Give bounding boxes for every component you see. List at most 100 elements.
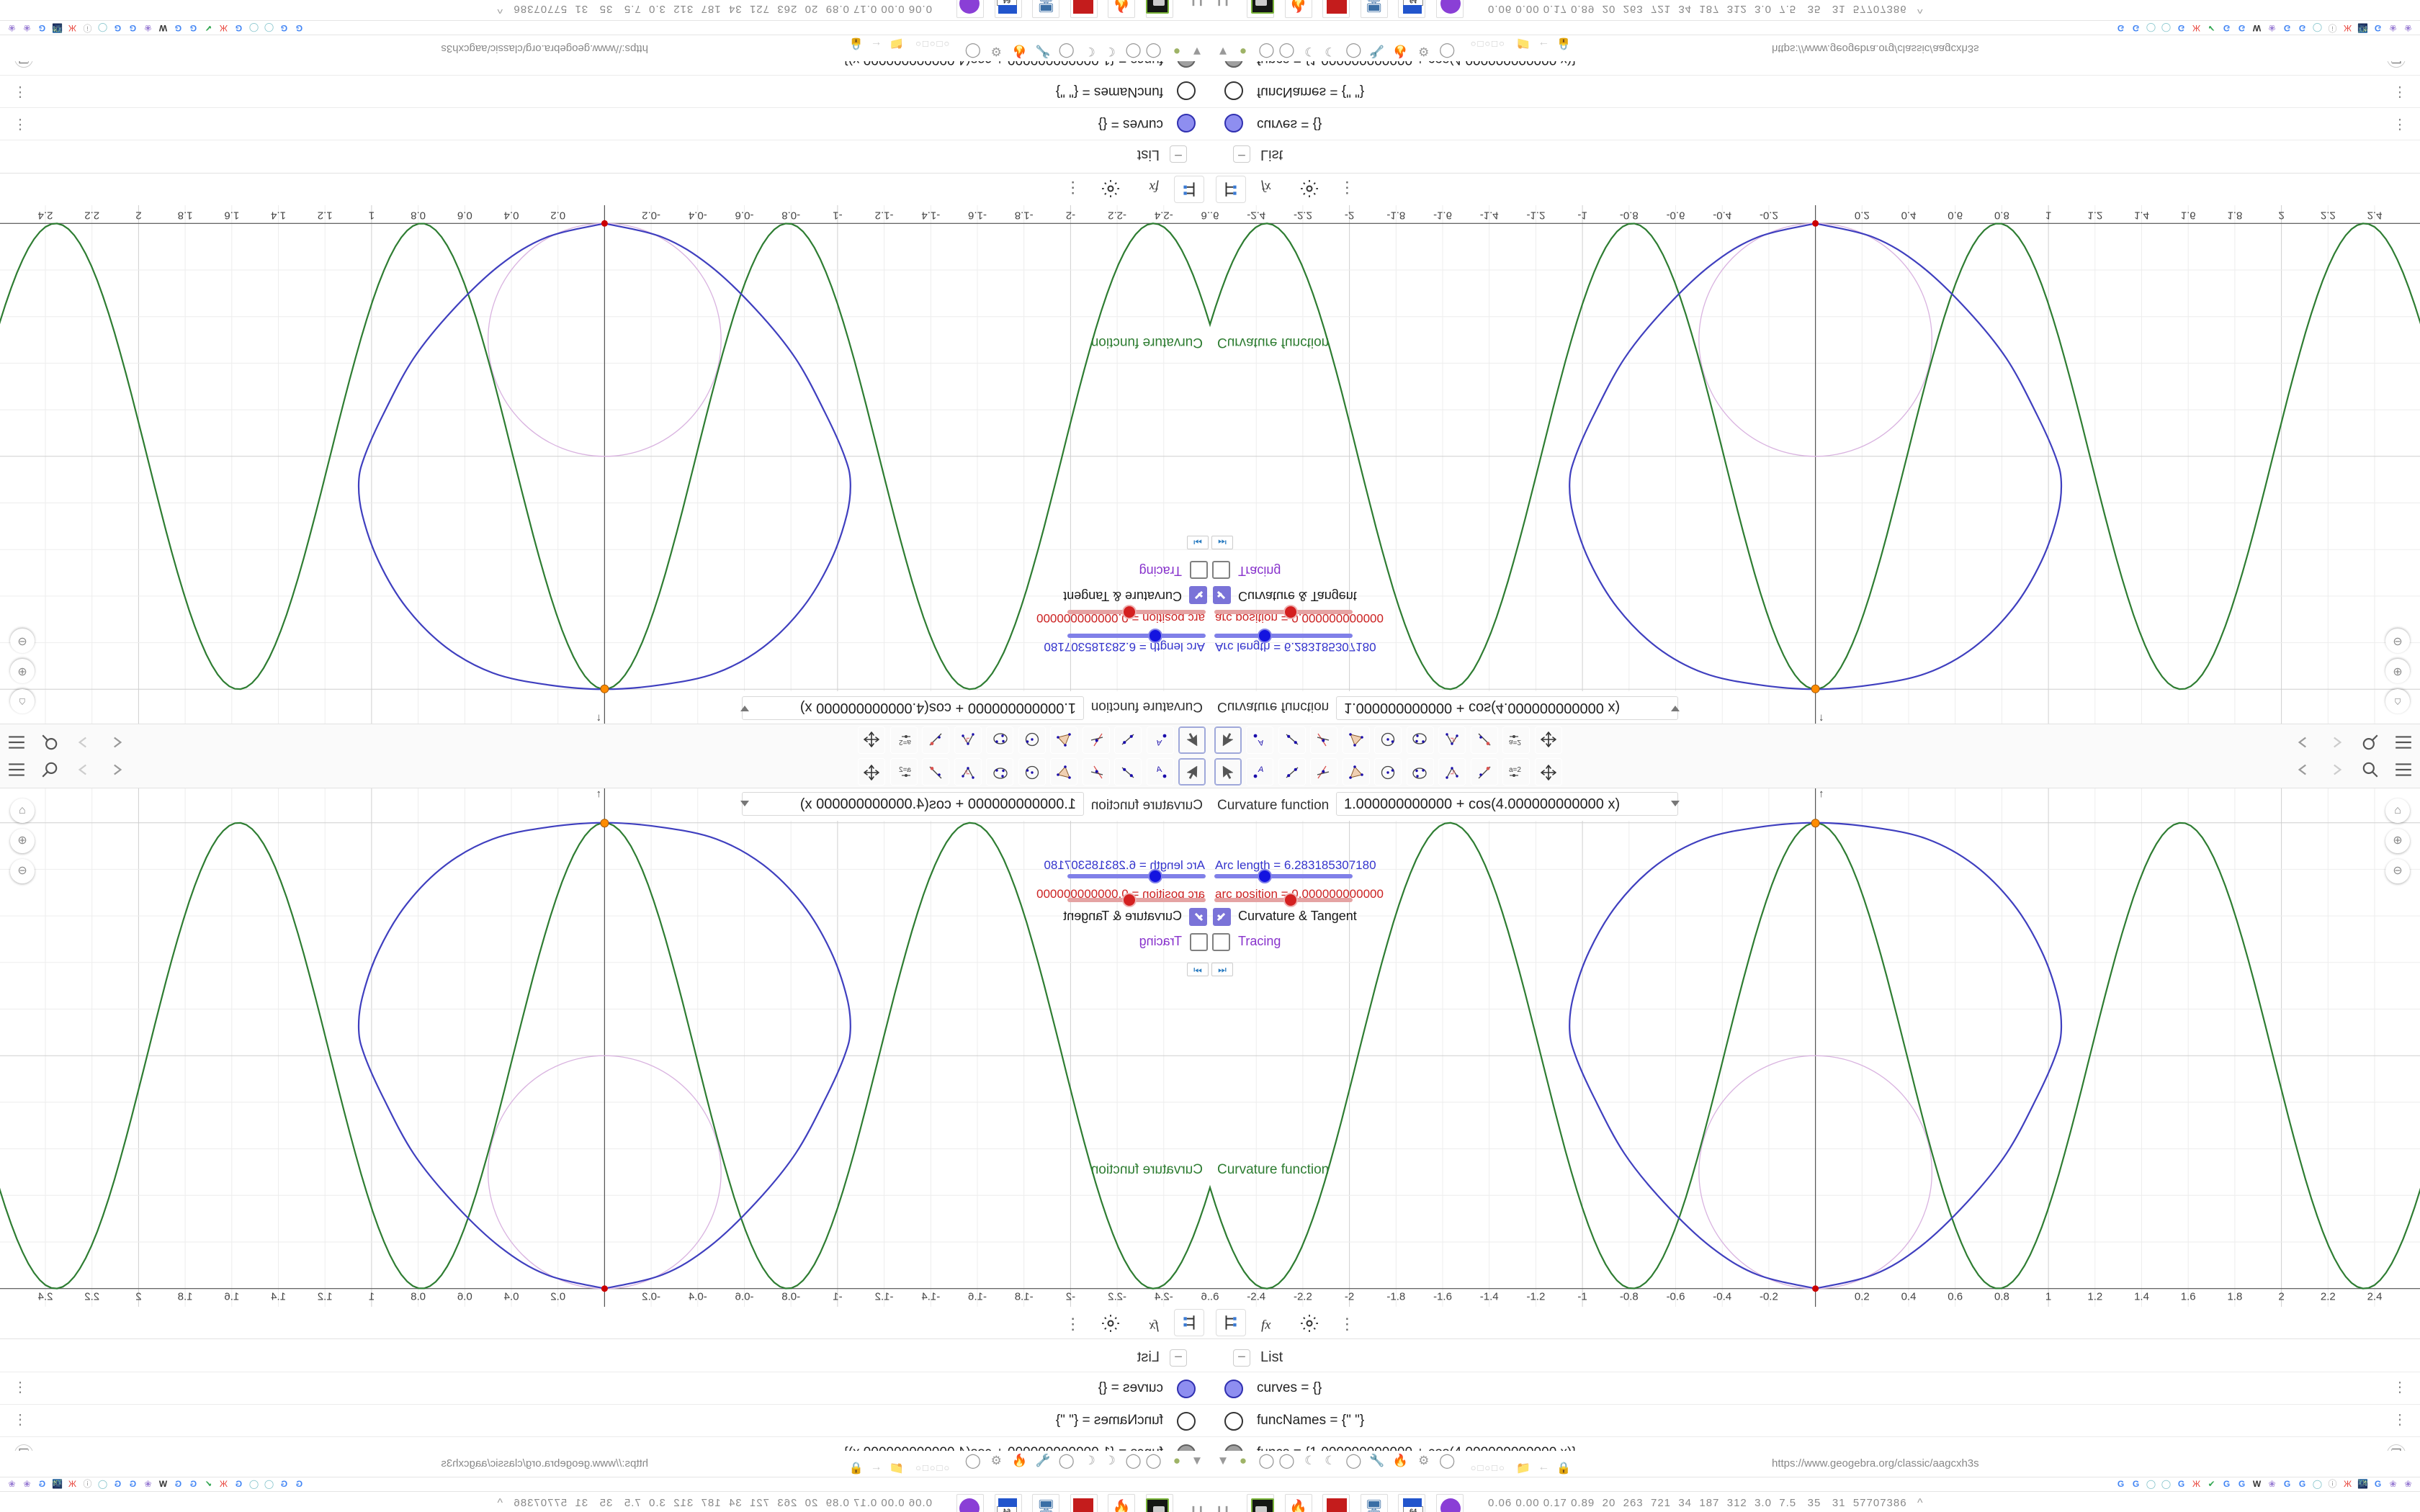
svg-text:0.2: 0.2 <box>1855 1291 1870 1303</box>
svg-text:2.2: 2.2 <box>84 209 99 221</box>
svg-text:A: A <box>1156 765 1162 774</box>
svg-text:2: 2 <box>135 1291 141 1303</box>
svg-text:0.8: 0.8 <box>411 1291 426 1303</box>
svg-text:-1.4: -1.4 <box>1480 1291 1499 1303</box>
svg-text:2: 2 <box>2278 1291 2284 1303</box>
svg-text:-2.6: -2.6 <box>1201 1291 1210 1303</box>
svg-text:-2.4: -2.4 <box>1247 1291 1265 1303</box>
svg-text:-1.8: -1.8 <box>1386 209 1405 221</box>
svg-text:1: 1 <box>2045 1291 2051 1303</box>
svg-text:-0.6: -0.6 <box>1667 1291 1685 1303</box>
svg-text:fx: fx <box>1148 180 1158 194</box>
svg-text:1.8: 1.8 <box>2227 209 2242 221</box>
svg-text:0.2: 0.2 <box>1855 209 1870 221</box>
svg-text:α: α <box>1453 737 1456 742</box>
svg-text:↑: ↑ <box>596 788 602 800</box>
svg-text:1: 1 <box>2045 209 2051 221</box>
svg-text:-2.6: -2.6 <box>1210 1291 1219 1303</box>
svg-text:a=2: a=2 <box>899 738 911 746</box>
svg-text:2: 2 <box>2278 209 2284 221</box>
svg-text:1.2: 1.2 <box>2087 209 2102 221</box>
svg-text:-2.4: -2.4 <box>1247 209 1265 221</box>
svg-text:-0.8: -0.8 <box>1620 1291 1639 1303</box>
svg-text:-1: -1 <box>833 209 842 221</box>
svg-text:-0.2: -0.2 <box>642 209 660 221</box>
svg-text:A: A <box>1258 765 1263 774</box>
svg-text:0.8: 0.8 <box>1994 1291 2009 1303</box>
svg-text:-0.4: -0.4 <box>1713 209 1731 221</box>
svg-text:↑: ↑ <box>1819 788 1824 800</box>
svg-text:2.4: 2.4 <box>38 1291 53 1303</box>
svg-text:-0.6: -0.6 <box>735 1291 754 1303</box>
svg-text:-2.4: -2.4 <box>1155 209 1173 221</box>
svg-text:0.6: 0.6 <box>457 209 472 221</box>
svg-text:1: 1 <box>369 209 375 221</box>
svg-text:-2.2: -2.2 <box>1294 209 1312 221</box>
svg-text:↑: ↑ <box>1819 712 1824 724</box>
svg-text:0.2: 0.2 <box>550 1291 565 1303</box>
svg-text:0.2: 0.2 <box>550 209 565 221</box>
svg-text:-2.2: -2.2 <box>1294 1291 1312 1303</box>
svg-text:-1.6: -1.6 <box>968 209 987 221</box>
svg-text:2.4: 2.4 <box>2367 1291 2383 1303</box>
svg-text:-1.2: -1.2 <box>1526 1291 1545 1303</box>
svg-text:0.6: 0.6 <box>457 1291 472 1303</box>
svg-text:2: 2 <box>135 209 141 221</box>
svg-text:-0.8: -0.8 <box>1620 209 1639 221</box>
svg-text:-1.2: -1.2 <box>875 209 894 221</box>
svg-text:Curvature function: Curvature function <box>1217 335 1329 350</box>
svg-text:Curvature function: Curvature function <box>1091 335 1203 350</box>
svg-text:-1.8: -1.8 <box>1015 1291 1034 1303</box>
svg-text:0.8: 0.8 <box>411 209 426 221</box>
svg-text:a=2: a=2 <box>1509 738 1521 746</box>
svg-text:0.4: 0.4 <box>504 209 519 221</box>
svg-text:-0.6: -0.6 <box>735 209 754 221</box>
svg-text:↑: ↑ <box>596 712 602 724</box>
svg-text:0.4: 0.4 <box>1901 209 1917 221</box>
svg-text:-1.6: -1.6 <box>968 1291 987 1303</box>
svg-text:1.4: 1.4 <box>271 1291 286 1303</box>
svg-text:-0.8: -0.8 <box>781 1291 800 1303</box>
svg-text:1.8: 1.8 <box>2227 1291 2242 1303</box>
svg-text:-0.2: -0.2 <box>1760 1291 1778 1303</box>
svg-text:α: α <box>964 770 967 775</box>
svg-text:-0.4: -0.4 <box>689 1291 707 1303</box>
svg-text:fx: fx <box>1262 1318 1272 1332</box>
svg-text:-2: -2 <box>1345 209 1354 221</box>
svg-text:1.4: 1.4 <box>2134 1291 2149 1303</box>
svg-text:-1.6: -1.6 <box>1433 209 1452 221</box>
svg-text:-2.2: -2.2 <box>1108 209 1126 221</box>
svg-text:fx: fx <box>1148 1318 1158 1332</box>
svg-text:1.6: 1.6 <box>2181 209 2196 221</box>
svg-text:-0.4: -0.4 <box>1713 1291 1731 1303</box>
svg-text:α: α <box>964 737 967 742</box>
svg-text:a=2: a=2 <box>1509 766 1521 774</box>
svg-text:-0.8: -0.8 <box>781 209 800 221</box>
svg-text:1.2: 1.2 <box>2087 1291 2102 1303</box>
svg-text:-1.6: -1.6 <box>1433 1291 1452 1303</box>
svg-text:-2.6: -2.6 <box>1210 209 1219 221</box>
svg-text:1: 1 <box>369 1291 375 1303</box>
svg-text:2.4: 2.4 <box>2367 209 2383 221</box>
svg-text:-1.4: -1.4 <box>921 1291 940 1303</box>
svg-text:a=2: a=2 <box>899 766 911 774</box>
svg-text:2.2: 2.2 <box>84 1291 99 1303</box>
svg-text:1.4: 1.4 <box>2134 209 2149 221</box>
svg-text:0.4: 0.4 <box>504 1291 519 1303</box>
svg-text:A: A <box>1156 738 1162 747</box>
svg-text:-2: -2 <box>1066 1291 1075 1303</box>
svg-text:-1: -1 <box>1577 209 1587 221</box>
svg-text:-1.8: -1.8 <box>1386 1291 1405 1303</box>
svg-text:-1.2: -1.2 <box>875 1291 894 1303</box>
svg-text:-2: -2 <box>1345 1291 1354 1303</box>
svg-text:1.2: 1.2 <box>318 209 333 221</box>
svg-text:-1.4: -1.4 <box>1480 209 1499 221</box>
svg-text:-0.2: -0.2 <box>1760 209 1778 221</box>
svg-text:0.4: 0.4 <box>1901 1291 1917 1303</box>
svg-text:fx: fx <box>1262 180 1272 194</box>
svg-text:0.6: 0.6 <box>1948 1291 1963 1303</box>
svg-text:-1.4: -1.4 <box>921 209 940 221</box>
svg-text:-1: -1 <box>1577 1291 1587 1303</box>
svg-text:1.6: 1.6 <box>224 1291 239 1303</box>
svg-text:-1: -1 <box>833 1291 842 1303</box>
